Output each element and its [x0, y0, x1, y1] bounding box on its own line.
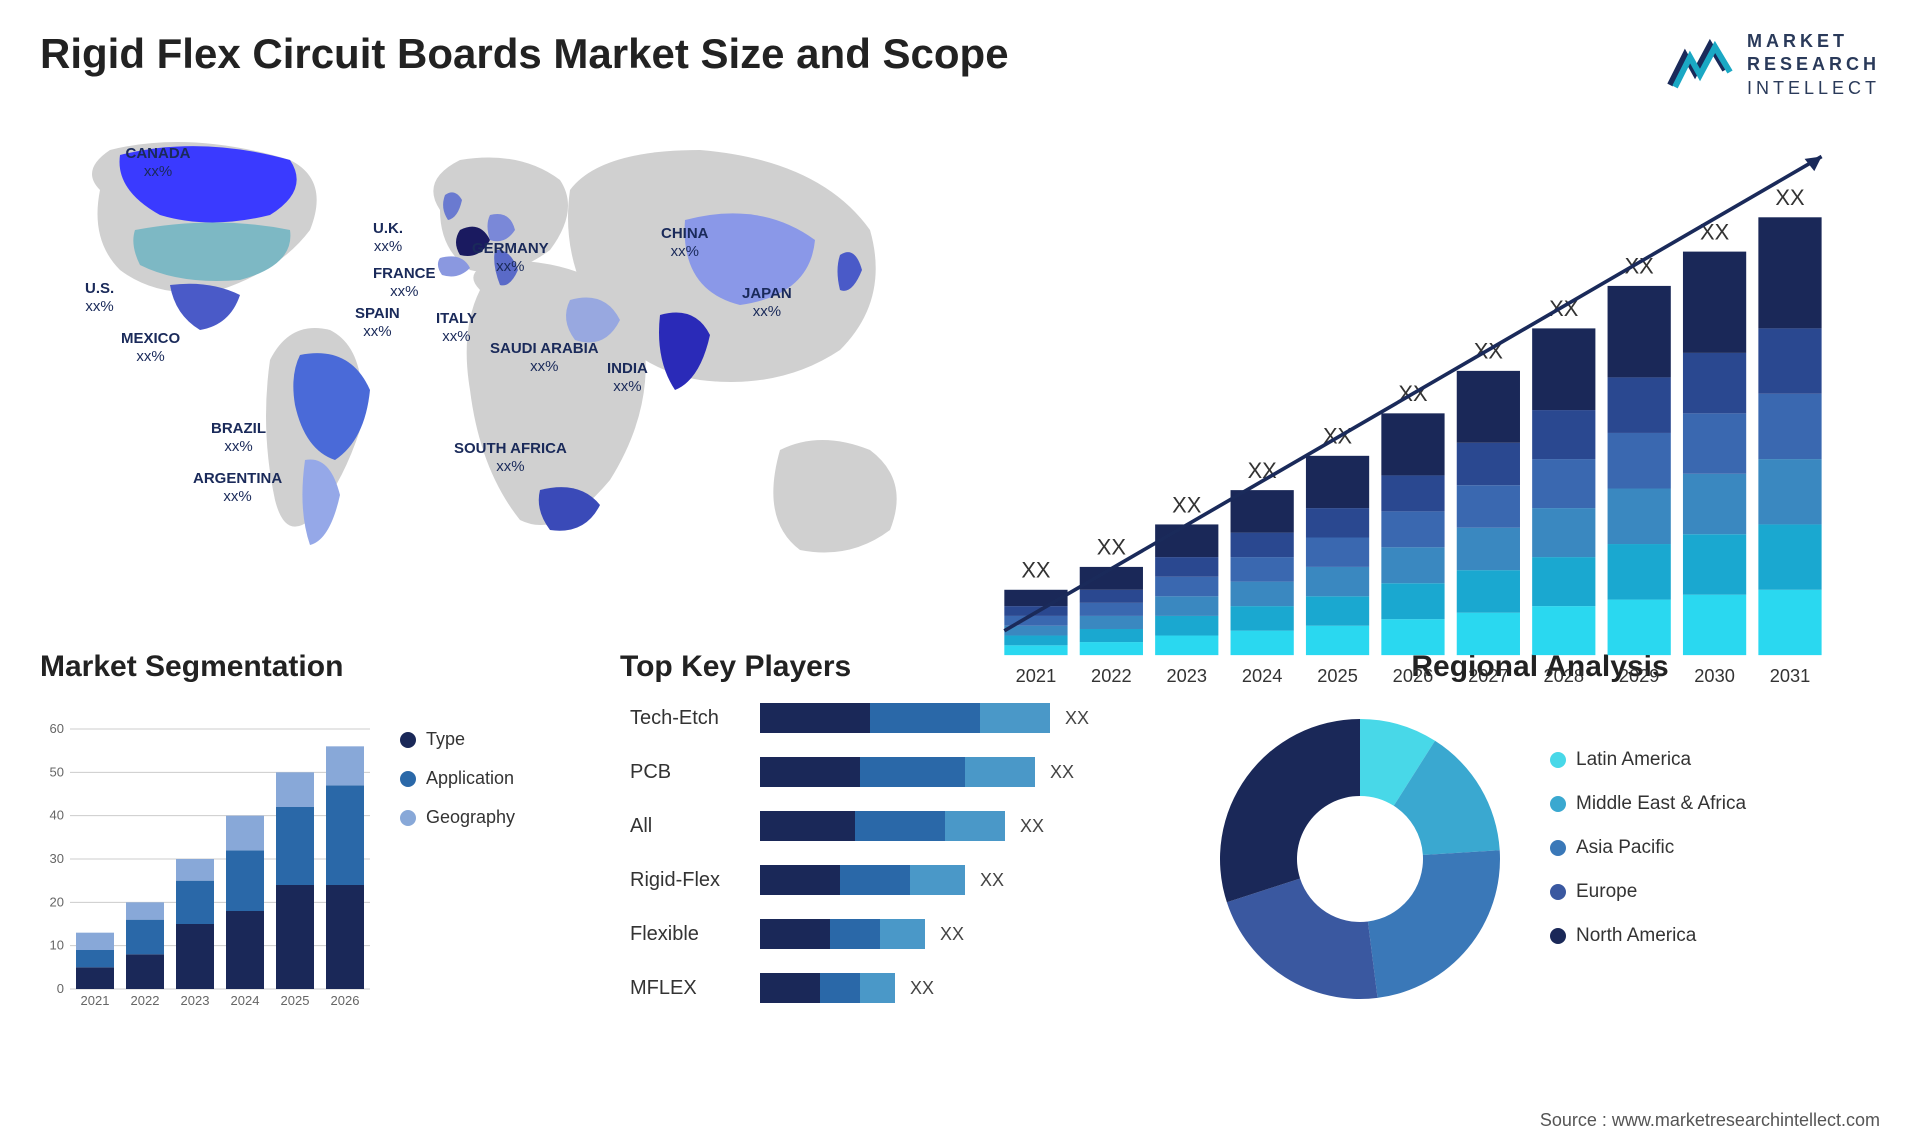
map-label: INDIAxx%	[607, 360, 648, 396]
svg-text:XX: XX	[1775, 185, 1805, 210]
svg-text:2026: 2026	[331, 993, 360, 1008]
player-name: All	[630, 815, 760, 838]
svg-text:2029: 2029	[1619, 665, 1660, 686]
segmentation-chart: 0 10 20 30 40 50 60 2021 2022 2023 2024 2025 2026	[40, 699, 380, 1019]
player-row: All XX	[630, 807, 1160, 845]
svg-text:2021: 2021	[81, 993, 110, 1008]
player-row: Rigid-Flex XX	[630, 861, 1160, 899]
map-label: SPAINxx%	[355, 305, 400, 341]
map-label: U.K.xx%	[373, 220, 403, 256]
map-label: SAUDI ARABIAxx%	[490, 340, 599, 376]
player-value: XX	[1020, 816, 1044, 837]
svg-text:2023: 2023	[1166, 665, 1207, 686]
player-row: PCB XX	[630, 753, 1160, 791]
svg-text:50: 50	[50, 765, 64, 780]
map-label: BRAZILxx%	[211, 420, 266, 456]
growth-chart-panel: XX2021XX2022XX2023XX2024XX2025XX2026XX20…	[980, 120, 1880, 620]
player-bar	[760, 703, 1050, 733]
svg-text:2025: 2025	[1317, 665, 1358, 686]
player-row: MFLEX XX	[630, 969, 1160, 1007]
legend-item: Latin America	[1550, 749, 1880, 771]
svg-text:2025: 2025	[281, 993, 310, 1008]
player-value: XX	[940, 924, 964, 945]
svg-text:40: 40	[50, 808, 64, 823]
player-value: XX	[910, 978, 934, 999]
svg-text:XX: XX	[1097, 535, 1127, 560]
legend-item: Asia Pacific	[1550, 837, 1880, 859]
map-label: SOUTH AFRICAxx%	[454, 440, 567, 476]
page-title: Rigid Flex Circuit Boards Market Size an…	[40, 30, 1009, 78]
logo-icon	[1665, 35, 1735, 95]
player-bar	[760, 919, 925, 949]
svg-text:2027: 2027	[1468, 665, 1509, 686]
svg-text:0: 0	[57, 981, 64, 996]
map-label: JAPANxx%	[742, 285, 792, 321]
regional-donut-chart	[1200, 699, 1520, 1019]
map-label: U.S.xx%	[85, 280, 114, 316]
svg-text:2024: 2024	[1242, 665, 1283, 686]
svg-text:2030: 2030	[1694, 665, 1735, 686]
svg-text:20: 20	[50, 895, 64, 910]
legend-item: North America	[1550, 925, 1880, 947]
player-value: XX	[980, 870, 1004, 891]
map-label: FRANCExx%	[373, 265, 436, 301]
map-label: GERMANYxx%	[472, 240, 549, 276]
player-value: XX	[1050, 762, 1074, 783]
svg-text:30: 30	[50, 851, 64, 866]
legend-item: Geography	[400, 807, 580, 828]
logo-line1: MARKET	[1747, 30, 1880, 53]
svg-text:XX: XX	[1172, 492, 1202, 517]
svg-text:2026: 2026	[1393, 665, 1434, 686]
legend-item: Type	[400, 729, 580, 750]
segmentation-legend: Type Application Geography	[400, 699, 580, 1019]
svg-text:60: 60	[50, 721, 64, 736]
svg-text:2022: 2022	[1091, 665, 1132, 686]
svg-text:2028: 2028	[1543, 665, 1584, 686]
map-label: ITALYxx%	[436, 310, 477, 346]
brand-logo: MARKET RESEARCH INTELLECT	[1665, 30, 1880, 100]
player-bar	[760, 811, 1005, 841]
svg-text:XX: XX	[1021, 558, 1051, 583]
players-chart: Tech-EtchXXPCBXXAllXXRigid-FlexXXFlexibl…	[620, 699, 1160, 1007]
player-name: MFLEX	[630, 977, 760, 1000]
player-value: XX	[1065, 708, 1089, 729]
player-bar	[760, 973, 895, 1003]
player-name: Tech-Etch	[630, 707, 760, 730]
map-label: MEXICOxx%	[121, 330, 180, 366]
svg-text:2031: 2031	[1770, 665, 1811, 686]
legend-item: Europe	[1550, 881, 1880, 903]
logo-line3: INTELLECT	[1747, 77, 1880, 100]
svg-text:10: 10	[50, 938, 64, 953]
map-label: ARGENTINAxx%	[193, 470, 282, 506]
player-bar	[760, 757, 1035, 787]
legend-item: Application	[400, 768, 580, 789]
player-name: Flexible	[630, 923, 760, 946]
player-row: Tech-Etch XX	[630, 699, 1160, 737]
svg-text:2023: 2023	[181, 993, 210, 1008]
segmentation-title: Market Segmentation	[40, 650, 580, 684]
svg-text:2024: 2024	[231, 993, 260, 1008]
logo-line2: RESEARCH	[1747, 53, 1880, 76]
player-bar	[760, 865, 965, 895]
growth-bar-chart: XX2021XX2022XX2023XX2024XX2025XX2026XX20…	[980, 120, 1880, 704]
map-label: CANADAxx%	[126, 145, 191, 181]
legend-item: Middle East & Africa	[1550, 793, 1880, 815]
world-map-panel: CANADAxx% U.S.xx%MEXICOxx% BRAZILxx% ARGENT…	[40, 120, 940, 620]
svg-text:2022: 2022	[131, 993, 160, 1008]
source-attribution: Source : www.marketresearchintellect.com	[1540, 1110, 1880, 1131]
player-row: Flexible XX	[630, 915, 1160, 953]
map-label: CHINAxx%	[661, 225, 709, 261]
regional-legend: Latin America Middle East & Africa Asia Pa…	[1550, 749, 1880, 969]
player-name: Rigid-Flex	[630, 869, 760, 892]
player-name: PCB	[630, 761, 760, 784]
svg-text:2021: 2021	[1016, 665, 1057, 686]
